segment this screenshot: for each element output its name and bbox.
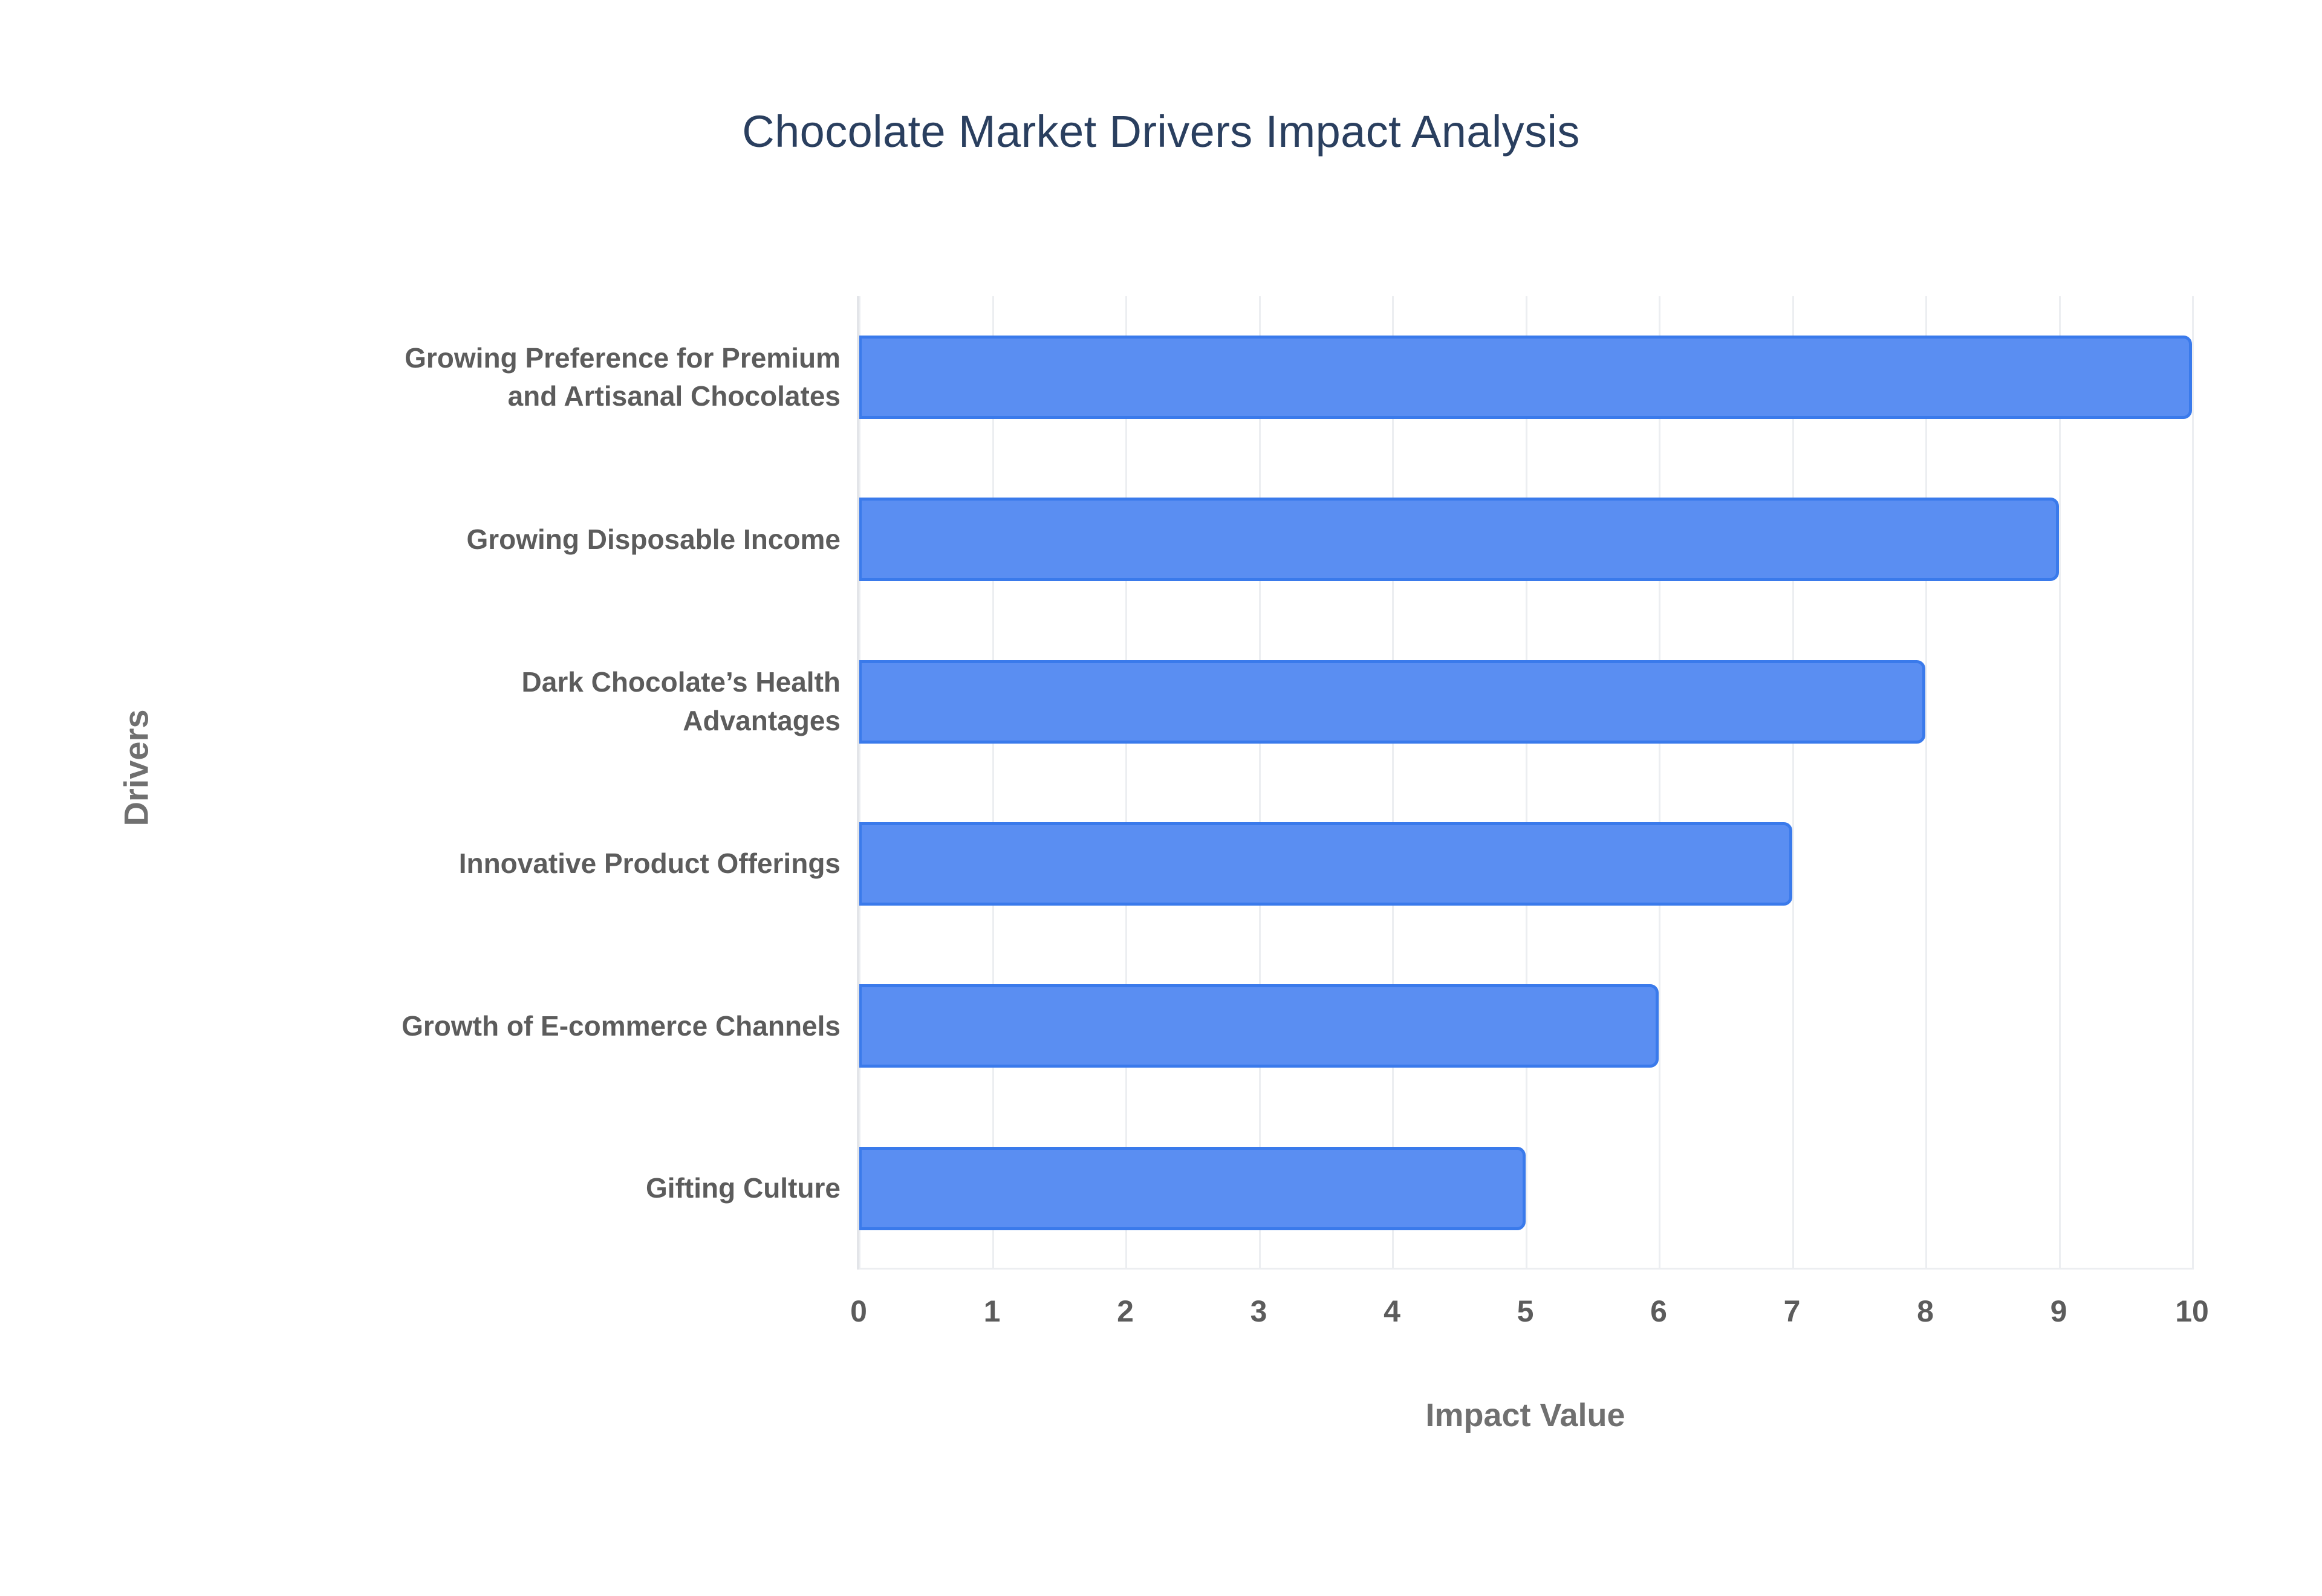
bar-row[interactable] [859,336,2192,420]
y-axis-tick-label: Growing Disposable Income [236,485,841,594]
y-axis-tick-label: Growing Preference for Premium and Artisa… [236,323,841,432]
x-axis-tick-label: 9 [2050,1294,2067,1328]
x-axis-tick-label: 10 [2175,1294,2209,1328]
gridline-vertical [1792,296,1794,1270]
y-axis-tick-label: Gifting Culture [236,1134,841,1243]
bar-row[interactable] [859,984,1659,1068]
bar[interactable] [859,822,1792,906]
y-axis-tick-label: Innovative Product Offerings [236,809,841,918]
x-axis-title: Impact Value [1425,1397,1625,1433]
plot-area [857,296,2194,1270]
x-axis-tick-label: 1 [983,1294,1001,1328]
x-axis-tick-label: 6 [1650,1294,1667,1328]
bar[interactable] [859,660,1925,744]
gridline-vertical [1125,296,1127,1270]
y-axis-tick-label: Growth of E-commerce Channels [236,972,841,1080]
gridline-vertical [859,296,860,1270]
gridline-vertical [1659,296,1660,1270]
y-axis-tick-label-line: Advantages [683,704,841,736]
gridline-vertical [1258,296,1261,1270]
y-axis-tick-label-line: Growth of E-commerce Channels [402,1010,841,1042]
bar[interactable] [859,1146,1526,1230]
bar-row[interactable] [859,822,1792,906]
y-axis-tick-label: Dark Chocolate’s Health Advantages [236,647,841,756]
x-axis-tick-label: 7 [1783,1294,1801,1328]
bar[interactable] [859,984,1659,1068]
gridline-vertical [992,296,994,1270]
y-axis-tick-label-line: Gifting Culture [646,1172,841,1204]
y-axis-tick-label-line: and Artisanal Chocolates [507,380,841,412]
x-axis-tick-label: 5 [1517,1294,1534,1328]
bar[interactable] [859,498,2059,582]
gridline-vertical [2192,296,2194,1270]
x-axis-tick-label: 3 [1250,1294,1267,1328]
x-axis-tick-label: 0 [850,1294,867,1328]
bar-row[interactable] [859,660,1925,744]
x-axis-tick-label: 4 [1384,1294,1400,1328]
x-axis-tick-label: 2 [1117,1294,1134,1328]
gridline-vertical [2058,296,2061,1270]
chart-title: Chocolate Market Drivers Impact Analysis [742,106,1580,157]
y-axis-tick-label-line: Growing Disposable Income [466,523,841,555]
y-axis-line [857,296,859,1270]
x-axis-line [857,1268,2194,1270]
y-axis-title: Drivers [117,709,155,826]
bar-row[interactable] [859,1146,1526,1230]
bar[interactable] [859,336,2192,420]
x-axis-tick-label: 8 [1917,1294,1934,1328]
y-axis-tick-label-line: Growing Preference for Premium [405,342,841,374]
gridline-vertical [1392,296,1394,1270]
y-axis-tick-label-line: Dark Chocolate’s Health [521,666,841,698]
y-axis-tick-label-line: Innovative Product Offerings [458,848,841,880]
gridline-vertical [1525,296,1527,1270]
bar-row[interactable] [859,498,2059,582]
gridline-vertical [1925,296,1927,1270]
